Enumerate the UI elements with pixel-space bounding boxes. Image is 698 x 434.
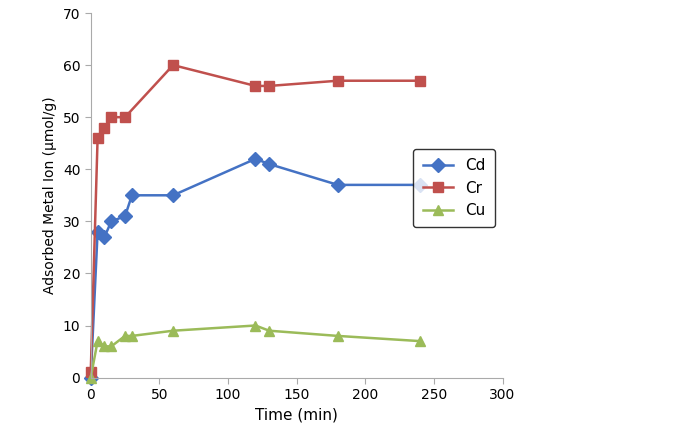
Cd bbox=[251, 156, 260, 161]
Cu bbox=[94, 339, 102, 344]
Cd bbox=[107, 219, 116, 224]
Cr bbox=[121, 115, 129, 120]
Cu bbox=[334, 333, 342, 339]
Cd bbox=[416, 182, 424, 187]
Cd bbox=[121, 214, 129, 219]
Cu bbox=[128, 333, 136, 339]
Cr bbox=[101, 125, 109, 130]
Cd bbox=[334, 182, 342, 187]
Cr bbox=[107, 115, 116, 120]
Cr bbox=[251, 83, 260, 89]
Cd bbox=[169, 193, 177, 198]
Cu bbox=[87, 375, 95, 380]
Cr bbox=[94, 135, 102, 141]
Cd bbox=[87, 375, 95, 380]
Cd bbox=[94, 229, 102, 234]
Cu bbox=[265, 328, 274, 333]
Cu bbox=[169, 328, 177, 333]
Cd bbox=[128, 193, 136, 198]
X-axis label: Time (min): Time (min) bbox=[255, 408, 338, 423]
Y-axis label: Adsorbed Metal Ion (μmol/g): Adsorbed Metal Ion (μmol/g) bbox=[43, 96, 57, 294]
Cu bbox=[416, 339, 424, 344]
Line: Cr: Cr bbox=[86, 60, 425, 377]
Cr bbox=[169, 62, 177, 68]
Cu bbox=[121, 333, 129, 339]
Cr bbox=[334, 78, 342, 83]
Cu bbox=[107, 344, 116, 349]
Line: Cd: Cd bbox=[86, 154, 425, 382]
Line: Cu: Cu bbox=[86, 321, 425, 382]
Cr bbox=[265, 83, 274, 89]
Cu bbox=[251, 323, 260, 328]
Legend: Cd, Cr, Cu: Cd, Cr, Cu bbox=[413, 149, 495, 227]
Cr bbox=[416, 78, 424, 83]
Cd bbox=[265, 161, 274, 167]
Cu bbox=[101, 344, 109, 349]
Cr bbox=[87, 370, 95, 375]
Cd bbox=[101, 234, 109, 240]
